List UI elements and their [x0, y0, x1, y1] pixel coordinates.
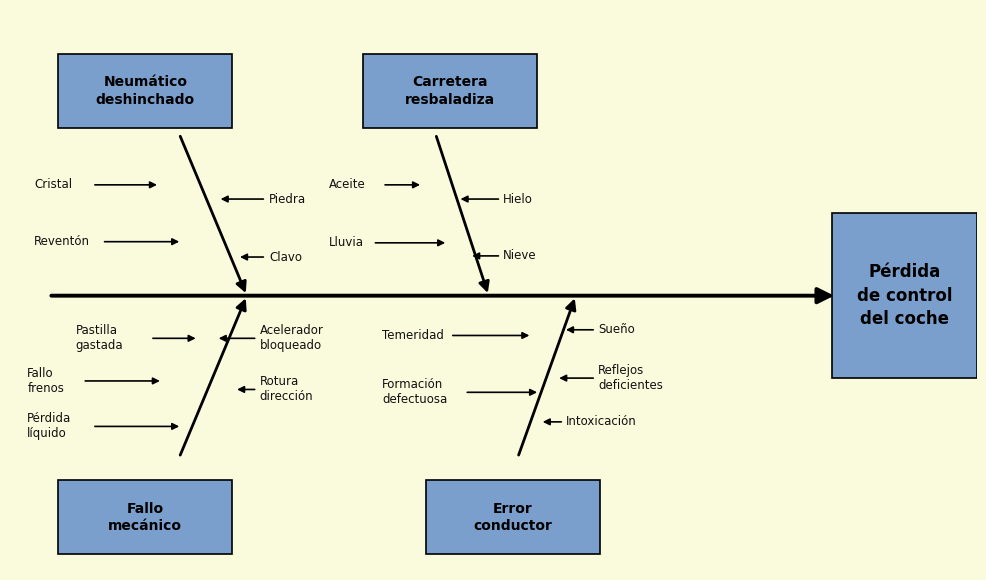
Text: Error
conductor: Error conductor: [473, 502, 552, 533]
Text: Carretera
resbaladiza: Carretera resbaladiza: [404, 75, 495, 107]
FancyBboxPatch shape: [58, 54, 232, 128]
FancyBboxPatch shape: [363, 54, 536, 128]
Text: Intoxicación: Intoxicación: [565, 415, 636, 429]
Text: Lluvia: Lluvia: [328, 236, 364, 249]
Text: Rotura
dirección: Rotura dirección: [259, 375, 313, 404]
Text: Sueño: Sueño: [598, 323, 634, 336]
Text: Temeridad: Temeridad: [382, 329, 444, 342]
Text: Reflejos
deficientes: Reflejos deficientes: [598, 364, 663, 392]
FancyBboxPatch shape: [425, 480, 599, 554]
Text: Piedra: Piedra: [269, 193, 306, 205]
Text: Nieve: Nieve: [503, 249, 536, 262]
Text: Fallo
frenos: Fallo frenos: [28, 367, 64, 395]
Text: Pastilla
gastada: Pastilla gastada: [76, 324, 123, 352]
Text: Acelerador
bloqueado: Acelerador bloqueado: [259, 324, 323, 352]
Text: Neumático
deshinchado: Neumático deshinchado: [96, 75, 194, 107]
Text: Pérdida
líquido: Pérdida líquido: [28, 412, 71, 440]
Text: Pérdida
de control
del coche: Pérdida de control del coche: [856, 263, 951, 328]
Text: Hielo: Hielo: [503, 193, 532, 205]
Text: Cristal: Cristal: [34, 178, 72, 191]
Text: Formación
defectuosa: Formación defectuosa: [382, 378, 447, 407]
FancyBboxPatch shape: [831, 213, 976, 378]
Text: Fallo
mecánico: Fallo mecánico: [108, 502, 182, 533]
Text: Reventón: Reventón: [34, 235, 90, 248]
Text: Clavo: Clavo: [269, 251, 302, 263]
Text: Aceite: Aceite: [328, 178, 366, 191]
FancyBboxPatch shape: [58, 480, 232, 554]
